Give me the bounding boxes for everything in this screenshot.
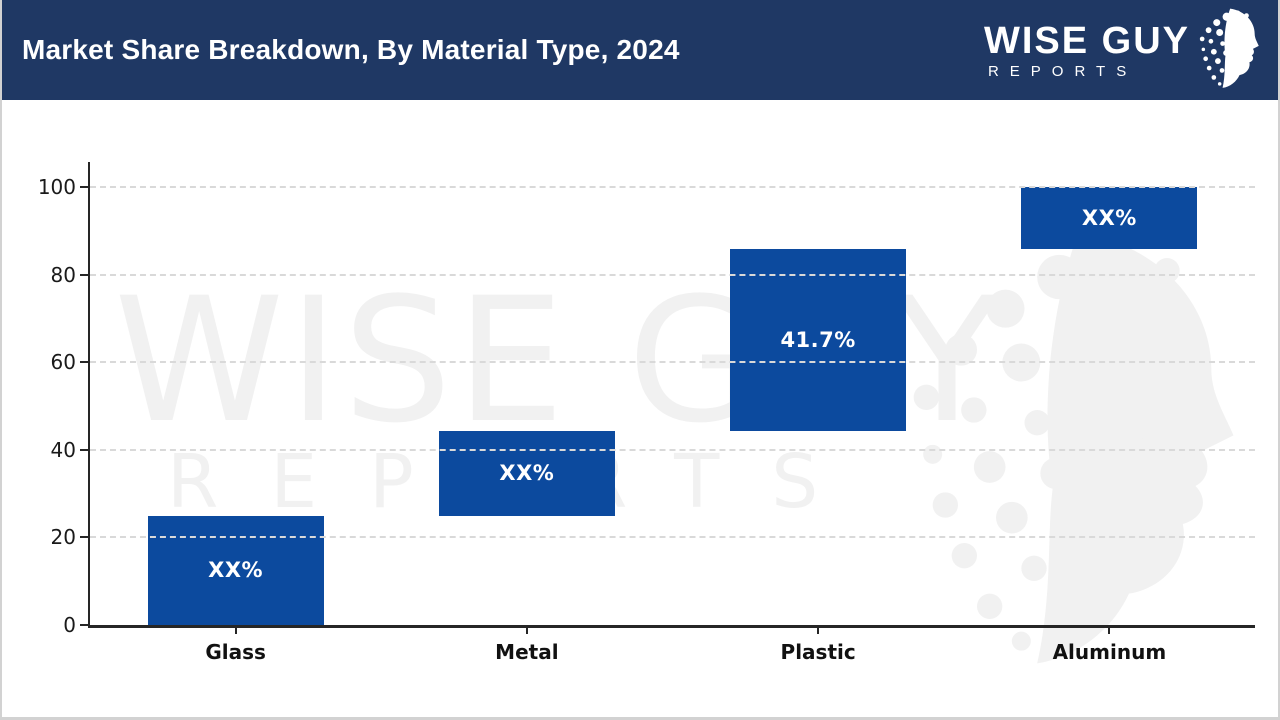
x-tick-mark	[1108, 625, 1111, 634]
y-tick-label: 40	[50, 437, 76, 462]
plot-area: 0 20 40 60 80 100 XX% Glass XX% Metal 41.7% Plastic…	[38, 162, 1255, 664]
gridline	[90, 361, 1255, 364]
y-tick-mark	[80, 273, 88, 276]
y-tick-mark	[80, 448, 88, 451]
logo-wordmark: WISE GUY	[983, 19, 1190, 62]
header-bar: Market Share Breakdown, By Material Type…	[2, 0, 1278, 100]
bar-metal: XX%	[438, 431, 615, 516]
y-tick-mark	[80, 361, 88, 364]
x-axis-spine	[88, 625, 1255, 628]
gridline	[90, 448, 1255, 451]
logo-subtitle: REPORTS	[987, 62, 1138, 80]
y-tick-label: 80	[50, 262, 76, 287]
gridline	[90, 273, 1255, 276]
y-tick-label: 60	[50, 350, 76, 375]
page-title: Market Share Breakdown, By Material Type…	[22, 34, 680, 65]
y-tick-label: 100	[37, 175, 76, 200]
y-axis-spine	[88, 162, 90, 628]
x-category-label: Plastic	[780, 640, 856, 664]
x-category-label: Aluminum	[1052, 640, 1167, 664]
y-tick-mark	[80, 624, 88, 626]
gridline	[90, 536, 1255, 539]
bar-aluminum: XX%	[1021, 187, 1198, 249]
x-category-label: Glass	[205, 640, 266, 664]
y-tick-mark	[80, 186, 88, 189]
x-tick-mark	[525, 625, 528, 634]
x-tick-mark	[234, 625, 237, 634]
bar-value-label: XX%	[1081, 206, 1137, 230]
logo-face-icon	[1199, 8, 1259, 88]
y-tick-mark	[80, 536, 88, 539]
y-tick-label: 0	[63, 613, 76, 637]
brand-logo: WISE GUY REPORTS	[984, 6, 1264, 94]
chart-area: WISE GUY REPORTS 020406080100XX%GlassXX%…	[2, 100, 1278, 717]
bar-plastic: 41.7%	[730, 248, 907, 432]
bar-value-label: XX%	[499, 461, 555, 486]
bar-value-label: XX%	[208, 558, 264, 583]
x-category-label: Metal	[495, 640, 559, 664]
y-tick-label: 20	[50, 525, 76, 550]
bar-value-label: 41.7%	[780, 327, 856, 352]
gridline	[90, 186, 1255, 189]
x-tick-mark	[817, 625, 820, 634]
brand-logo-text: WISE GUY REPORTS	[984, 22, 1190, 79]
bar-glass: XX%	[147, 515, 324, 625]
